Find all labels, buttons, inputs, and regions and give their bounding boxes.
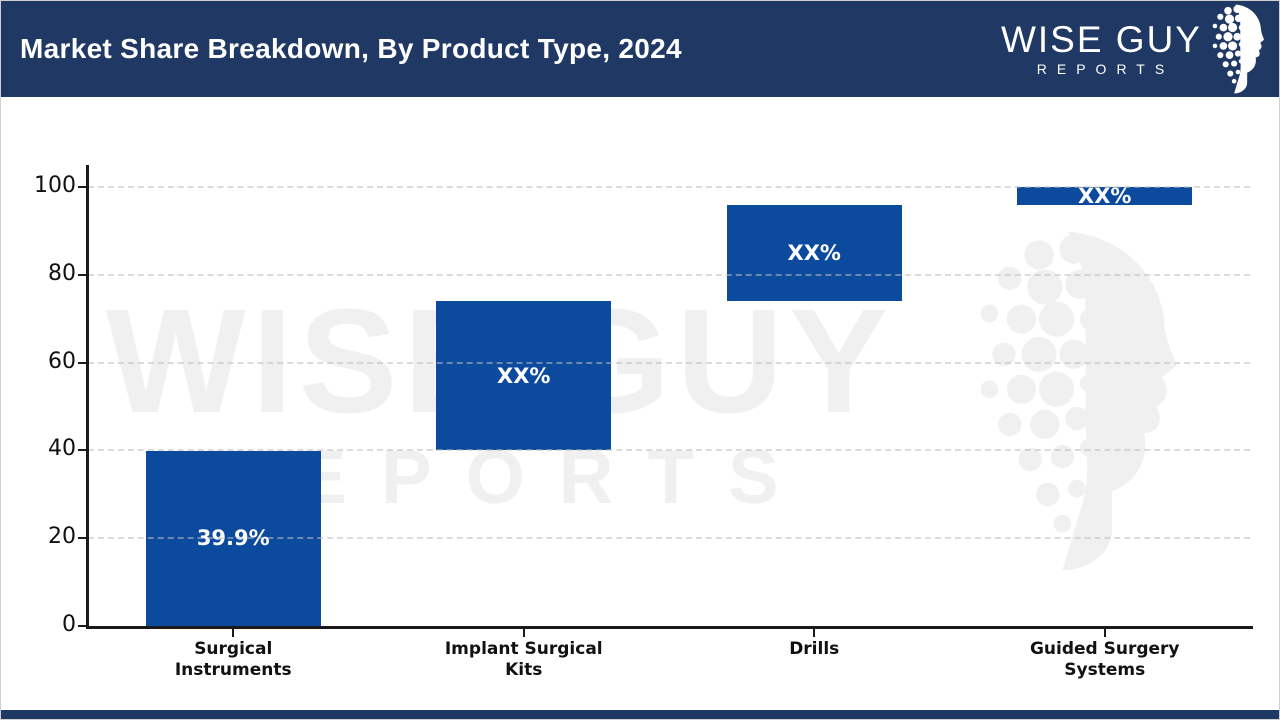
brand-logo-wordmark: WISE GUY	[1000, 18, 1202, 60]
y-axis-spine	[86, 165, 89, 629]
x-tick-drills	[813, 629, 816, 637]
x-tick-surgical-instruments	[232, 629, 235, 637]
brand-logo-subtitle: REPORTS	[1036, 60, 1175, 77]
category-label-line: Surgical	[194, 639, 273, 659]
y-tick-label-80: 80	[48, 260, 76, 286]
gridline-80	[88, 273, 1250, 276]
y-tick-label-40: 40	[48, 436, 76, 462]
category-label-implant-surgical-kits: Implant Surgical Kits	[399, 639, 649, 681]
category-label-guided-surgery-systems: Guided Surgery Systems	[980, 639, 1230, 681]
y-tick-20	[78, 537, 86, 540]
y-tick-100	[78, 186, 86, 188]
category-label-line: Drills	[789, 639, 840, 659]
y-tick-40	[78, 449, 86, 452]
footer-bar	[0, 710, 1280, 720]
category-label-line: Instruments	[174, 660, 292, 680]
brand-logo-text: WISE GUY REPORTS	[1001, 21, 1202, 77]
bar-drills: XX%	[726, 204, 902, 302]
bar-label-implant-surgical-kits: XX%	[497, 363, 551, 388]
gridline-60	[88, 361, 1250, 364]
category-label-line: Implant Surgical	[444, 639, 603, 659]
brand-head-icon	[1184, 3, 1272, 95]
x-tick-guided-surgery-systems	[1103, 629, 1106, 637]
y-tick-80	[78, 273, 86, 276]
bar-label-drills: XX%	[787, 240, 841, 265]
y-tick-60	[78, 361, 86, 364]
bar-implant-surgical-kits: XX%	[436, 301, 612, 451]
category-label-line: Guided Surgery	[1029, 639, 1180, 659]
y-tick-label-100: 100	[34, 173, 76, 198]
category-label-surgical-instruments: Surgical Instruments	[108, 639, 358, 681]
page-title: Market Share Breakdown, By Product Type,…	[20, 32, 682, 64]
bar-guided-surgery-systems: XX%	[1017, 184, 1193, 208]
x-axis-spine	[86, 626, 1253, 629]
gridline-100	[88, 186, 1250, 188]
category-label-drills: Drills	[689, 639, 939, 660]
category-label-line: Kits	[505, 660, 543, 680]
brand-logo: WISE GUY REPORTS	[1001, 3, 1272, 95]
y-tick-label-60: 60	[48, 348, 76, 374]
y-tick-label-0: 0	[62, 612, 76, 637]
y-tick-0	[78, 625, 86, 627]
gridline-20	[88, 537, 1250, 540]
y-tick-label-20: 20	[48, 524, 76, 550]
gridline-40	[88, 449, 1250, 452]
category-label-line: Systems	[1064, 660, 1146, 680]
header-bar: Market Share Breakdown, By Product Type,…	[0, 0, 1280, 97]
x-tick-implant-surgical-kits	[522, 629, 525, 637]
